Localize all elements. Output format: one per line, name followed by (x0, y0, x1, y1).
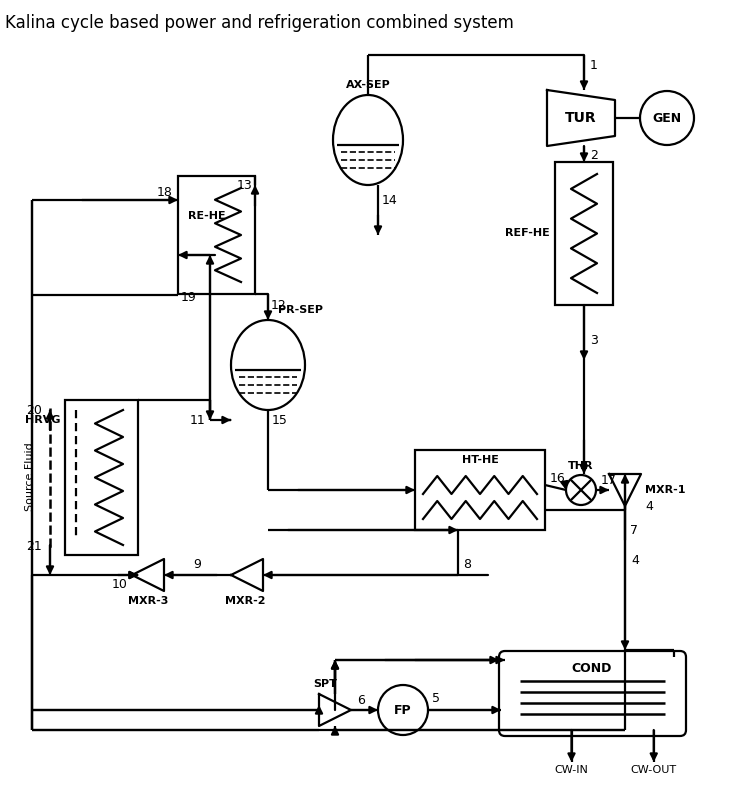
Text: CW-OUT: CW-OUT (631, 765, 677, 775)
Text: REF-HE: REF-HE (505, 228, 550, 238)
Text: THR: THR (568, 461, 594, 471)
Text: PR-SEP: PR-SEP (278, 305, 323, 315)
Text: 14: 14 (382, 193, 398, 207)
Text: GEN: GEN (652, 112, 682, 124)
Bar (65, 400, 138, 555)
Text: 7: 7 (630, 524, 638, 536)
FancyBboxPatch shape (499, 651, 686, 736)
Text: AX-SEP: AX-SEP (346, 80, 390, 90)
Text: 4: 4 (645, 500, 653, 512)
Circle shape (640, 91, 694, 145)
Text: MXR-2: MXR-2 (225, 596, 265, 606)
Text: CW-IN: CW-IN (554, 765, 588, 775)
Text: 13: 13 (236, 179, 252, 192)
Text: 20: 20 (26, 403, 42, 417)
Bar (415, 450, 545, 530)
Text: 16: 16 (550, 471, 565, 485)
Text: 3: 3 (590, 333, 598, 347)
Circle shape (566, 475, 596, 505)
Text: 18: 18 (157, 185, 173, 199)
Text: 17: 17 (601, 474, 617, 486)
Text: 5: 5 (432, 691, 440, 705)
Text: 21: 21 (26, 540, 42, 554)
Polygon shape (609, 474, 641, 506)
Bar (555, 162, 613, 305)
Text: 6: 6 (357, 694, 365, 706)
Text: 10: 10 (112, 578, 128, 592)
Polygon shape (319, 694, 351, 726)
Text: 8: 8 (463, 558, 471, 572)
Text: FP: FP (394, 703, 412, 717)
Text: MXR-3: MXR-3 (128, 596, 168, 606)
Text: Source Fluid: Source Fluid (25, 443, 35, 512)
Bar (178, 176, 255, 294)
Text: Kalina cycle based power and refrigeration combined system: Kalina cycle based power and refrigerati… (5, 14, 514, 32)
Text: 19: 19 (181, 291, 197, 304)
Text: SPT: SPT (313, 679, 337, 689)
Text: RE-HE: RE-HE (188, 211, 226, 221)
Text: 12: 12 (271, 299, 286, 312)
Text: 4: 4 (631, 554, 639, 566)
Text: 1: 1 (590, 59, 598, 71)
Text: TUR: TUR (565, 111, 597, 125)
Ellipse shape (333, 95, 403, 185)
Text: HRVG: HRVG (24, 415, 60, 425)
Polygon shape (132, 559, 164, 591)
Text: 9: 9 (193, 558, 201, 572)
Ellipse shape (231, 320, 305, 410)
Polygon shape (231, 559, 263, 591)
Text: 11: 11 (189, 413, 205, 427)
Circle shape (378, 685, 428, 735)
Text: HT-HE: HT-HE (462, 455, 499, 465)
Text: 15: 15 (272, 413, 288, 427)
Polygon shape (547, 90, 615, 146)
Text: COND: COND (572, 662, 612, 676)
Text: MXR-1: MXR-1 (645, 485, 686, 495)
Text: 2: 2 (590, 149, 598, 162)
